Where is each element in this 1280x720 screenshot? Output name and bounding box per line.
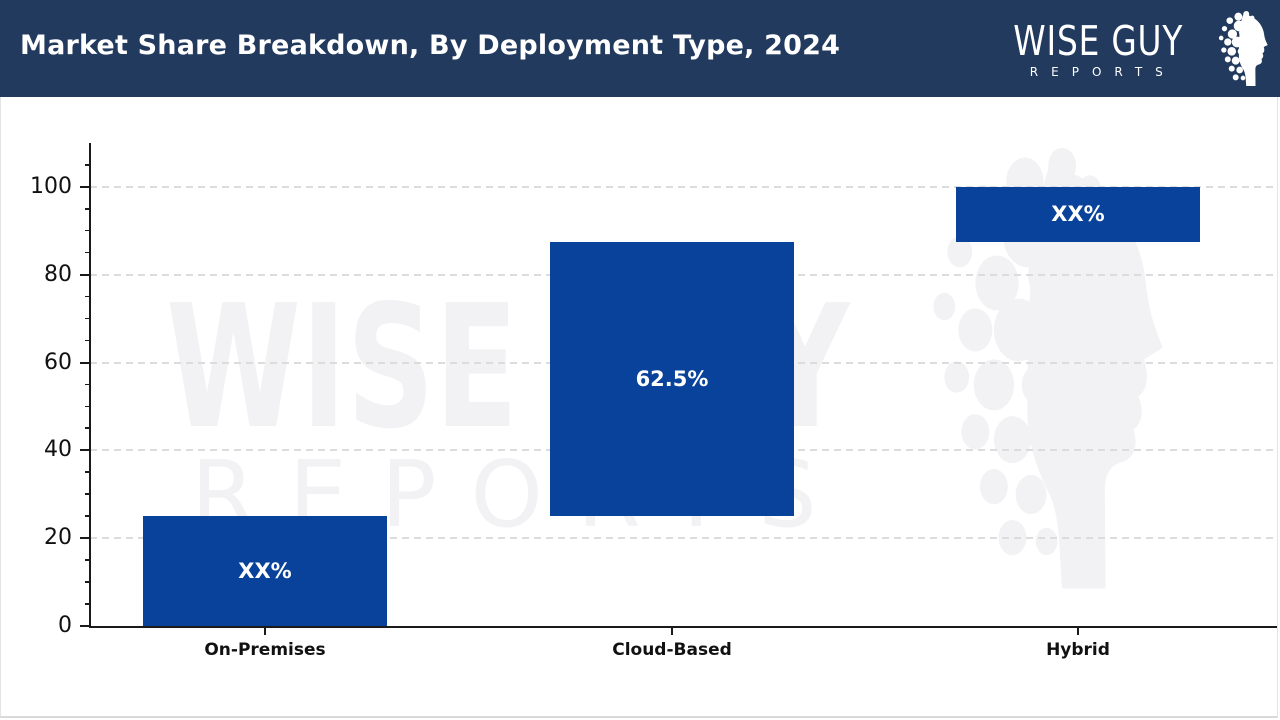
y-axis-minor-tick <box>85 229 90 232</box>
x-axis-label: On-Premises <box>204 640 326 660</box>
y-axis-minor-tick <box>85 207 90 210</box>
logo-subtext: REPORTS <box>1029 65 1176 79</box>
y-axis-minor-tick <box>85 295 90 298</box>
y-axis-tick-label: 40 <box>44 437 72 463</box>
y-axis-minor-tick <box>85 493 90 495</box>
logo-text: WISE GUY REPORTS <box>992 17 1204 80</box>
x-axis-label: Hybrid <box>1046 640 1110 660</box>
chart-title: Market Share Breakdown, By Deployment Ty… <box>20 30 841 61</box>
y-axis-minor-tick <box>85 581 90 583</box>
y-axis-minor-tick <box>85 471 90 473</box>
y-axis-minor-tick <box>85 251 90 254</box>
y-axis-tick-label: 20 <box>44 525 72 551</box>
bar-chart: 0 20 40 60 80 100 XX% On-Premises 62.5% Cloud-Bas… <box>1 97 1277 716</box>
y-axis-minor-tick <box>85 515 90 517</box>
gridline <box>90 186 1277 188</box>
y-axis-minor-tick <box>85 559 90 561</box>
chart-area: WISE GUY REPORTS 0 20 40 60 80 100 XX% On-Premi… <box>0 97 1278 718</box>
y-axis-tick <box>80 625 90 627</box>
x-axis-tick <box>264 628 266 635</box>
y-axis-minor-tick <box>85 317 90 320</box>
x-axis-line <box>89 626 1277 628</box>
bar: XX% <box>956 187 1200 242</box>
y-axis-tick-label: 100 <box>30 174 72 199</box>
header: Market Share Breakdown, By Deployment Ty… <box>0 0 1280 97</box>
bar: XX% <box>143 516 387 626</box>
y-axis-minor-tick <box>85 603 90 605</box>
x-axis-label: Cloud-Based <box>612 640 732 660</box>
y-axis-tick <box>80 186 90 188</box>
wiseguy-logo: WISE GUY REPORTS <box>1013 6 1272 94</box>
logo-wordmark: WISE GUY <box>1012 17 1183 65</box>
y-axis-line <box>89 143 91 628</box>
y-axis-tick-label: 0 <box>58 613 72 638</box>
y-axis-tick <box>80 273 90 276</box>
y-axis-tick-label: 60 <box>44 349 72 375</box>
bar: 62.5% <box>550 241 794 517</box>
y-axis-minor-tick <box>85 383 90 386</box>
bar-value-label: 62.5% <box>635 367 709 392</box>
y-axis-tick-label: 80 <box>44 261 72 287</box>
y-axis-tick <box>80 537 90 540</box>
y-axis-minor-tick <box>85 405 90 408</box>
bar-value-label: XX% <box>1051 202 1105 227</box>
y-axis-minor-tick <box>85 427 90 430</box>
y-axis-tick <box>80 361 90 364</box>
gridline <box>90 537 1277 540</box>
bar-value-label: XX% <box>238 559 292 584</box>
y-axis-tick <box>80 449 90 452</box>
x-axis-tick <box>1077 628 1079 635</box>
x-axis-tick <box>671 628 673 635</box>
wiseguy-face-icon <box>1218 11 1268 86</box>
y-axis-minor-tick <box>85 164 90 166</box>
y-axis-minor-tick <box>85 339 90 342</box>
